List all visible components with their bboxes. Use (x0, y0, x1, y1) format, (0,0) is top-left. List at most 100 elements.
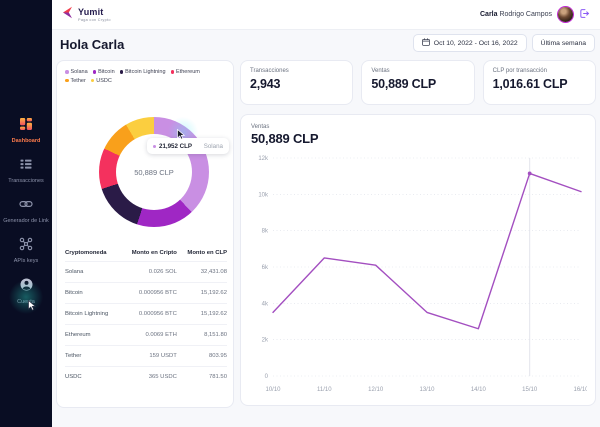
legend-label: Bitcoin (98, 69, 115, 75)
sales-chart-total: 50,889 CLP (251, 131, 319, 146)
table-cell: Ethereum (65, 324, 120, 346)
table-cell: 781.50 (208, 374, 227, 380)
legend-dot (65, 70, 69, 74)
table-cell: Bitcoin Lightning (65, 303, 120, 325)
stat-card-ventas: Ventas 50,889 CLP (361, 60, 475, 105)
table-cell: 8,151.80 (176, 324, 227, 346)
calendar-icon (421, 38, 430, 48)
donut-legend: Solana Bitcoin Bitcoin Lightning Ethereum Te… (65, 69, 225, 84)
legend-dot (65, 78, 69, 83)
account-icon (19, 277, 34, 297)
sidebar-item-dashboard[interactable]: Dashboard (0, 114, 52, 147)
sidebar-item-label: APIs keys (13, 258, 39, 265)
table-cell: 15,192.62 (176, 282, 227, 304)
stat-card-transacciones: Transacciones 2,943 (240, 60, 354, 105)
table-row: Bitcoin 0.000956 BTC 15,192.62 (65, 282, 227, 304)
y-tick-label: 2k (262, 338, 269, 344)
mouse-cursor-icon (28, 298, 37, 316)
x-tick-label: 13/10 (419, 387, 435, 393)
sidebar-item-cuenta[interactable]: Cuenta (0, 274, 52, 315)
stat-label: Ventas (371, 68, 390, 74)
period-button[interactable]: Última semana (531, 34, 595, 52)
transactions-icon (19, 157, 33, 176)
logout-icon[interactable] (579, 6, 590, 24)
stat-label: CLP por transacción (492, 68, 547, 74)
table-row: Solana 0.026 SOL 32,431.08 (65, 261, 227, 283)
legend-label: Tether (70, 77, 86, 84)
yumit-logo-icon (62, 6, 74, 24)
sidebar-item-label: Transacciones (8, 178, 44, 185)
sidebar-item-generador-de-link[interactable]: Generador de Link (0, 194, 52, 227)
legend-item[interactable]: Solana (65, 69, 88, 75)
table-row: Tether 159 USDT 803.95 (65, 345, 227, 367)
legend-label: USDC (96, 77, 112, 84)
legend-dot (92, 70, 97, 74)
table-cell: USDC (65, 374, 82, 380)
y-tick-label: 12k (258, 156, 269, 162)
hover-data-point (527, 171, 532, 176)
brand-logo[interactable]: Yumit Paga con Crypto (62, 6, 111, 24)
table-cell: Bitcoin (65, 282, 120, 304)
table-cell: 15,192.62 (176, 303, 227, 325)
sales-line-chart[interactable]: 0 2k 4k 6k 8k 10k 12k 10/10 11/10 12/10 13/10 14/10… (251, 148, 587, 398)
crypto-amounts-table: Cryptomoneda Monto en Cripto Monto en CLP S… (65, 246, 227, 387)
stat-value: 1,016.61 CLP (492, 77, 568, 91)
stat-value: 50,889 CLP (371, 77, 437, 91)
table-cell: 0.026 SOL (119, 261, 177, 283)
sidebar-nav: Dashboard Transacciones (0, 114, 52, 315)
legend-dot (90, 78, 95, 83)
table-cell: 0.0069 ETH (119, 324, 177, 346)
legend-item[interactable]: Bitcoin Lightning (119, 69, 166, 75)
brand-name: Yumit (78, 6, 104, 17)
donut-chart-wrap: 50,889 CLP (99, 117, 209, 227)
date-controls: Oct 10, 2022 - Oct 16, 2022 Última seman… (412, 34, 595, 52)
y-tick-label: 8k (262, 229, 269, 235)
y-tick-label: 6k (262, 265, 269, 271)
sidebar-item-transacciones[interactable]: Transacciones (0, 154, 52, 187)
table-header-cell: Cryptomoneda (65, 246, 120, 262)
donut-chart[interactable] (99, 117, 209, 227)
page-title: Hola Carla (60, 37, 125, 52)
legend-label: Bitcoin Lightning (125, 69, 166, 75)
sidebar-item-label: Generador de Link (3, 218, 49, 225)
sidebar-item-apis-keys[interactable]: APIs keys (0, 234, 52, 267)
legend-dot (170, 70, 175, 74)
table-row: Ethereum 0.0069 ETH 8,151.80 (65, 324, 227, 346)
legend-item[interactable]: USDC (90, 77, 112, 84)
tooltip-series-dot (153, 144, 156, 148)
legend-item[interactable]: Ethereum (170, 69, 200, 75)
x-tick-label: 16/10 (573, 387, 587, 393)
date-range-picker[interactable]: Oct 10, 2022 - Oct 16, 2022 (412, 34, 527, 52)
date-range-label: Oct 10, 2022 - Oct 16, 2022 (433, 39, 518, 47)
x-tick-label: 15/10 (522, 387, 538, 393)
crypto-breakdown-card: Solana Bitcoin Bitcoin Lightning Ethereum Te… (56, 60, 234, 408)
table-cell: 0.000956 BTC (119, 282, 177, 304)
table-cell: 159 USDT (119, 345, 177, 367)
sales-chart-card: Ventas 50,889 CLP 0 2k 4k 6k 8k 10k 12k 10/10 11… (240, 114, 596, 406)
table-cell: Solana (65, 261, 120, 283)
table-row: USDC 365 USDC 781.50 (65, 367, 227, 388)
donut-tooltip: 21,952 CLP Solana (147, 138, 229, 154)
legend-item[interactable]: Bitcoin (92, 69, 115, 75)
stat-card-clp-por-transaccion: CLP por transacción 1,016.61 CLP (482, 60, 596, 105)
x-tick-label: 12/10 (368, 387, 384, 393)
table-header-row: Cryptomoneda Monto en Cripto Monto en CLP (65, 246, 227, 262)
legend-item[interactable]: Tether (65, 78, 86, 84)
stat-value: 2,943 (250, 77, 281, 91)
user-name: Carla Rodrigo Campos (480, 11, 552, 18)
dashboard-icon (19, 117, 33, 136)
tooltip-label: Solana (203, 142, 223, 150)
x-tick-label: 10/10 (265, 387, 281, 393)
table-header-cell: Monto en CLP (176, 246, 227, 262)
sales-chart-label: Ventas (251, 124, 270, 130)
brand-tagline: Paga con Crypto (78, 17, 111, 22)
table-cell: 0.000956 BTC (119, 303, 177, 325)
table-cell: 365 USDC (148, 374, 177, 380)
y-tick-label: 10k (258, 192, 269, 198)
avatar[interactable] (558, 7, 573, 22)
sidebar-item-label: Dashboard (11, 138, 41, 144)
brand-text: Yumit Paga con Crypto (78, 6, 111, 22)
link-generator-icon (19, 197, 33, 216)
x-tick-label: 11/10 (317, 387, 332, 393)
legend-label: Ethereum (176, 69, 200, 75)
